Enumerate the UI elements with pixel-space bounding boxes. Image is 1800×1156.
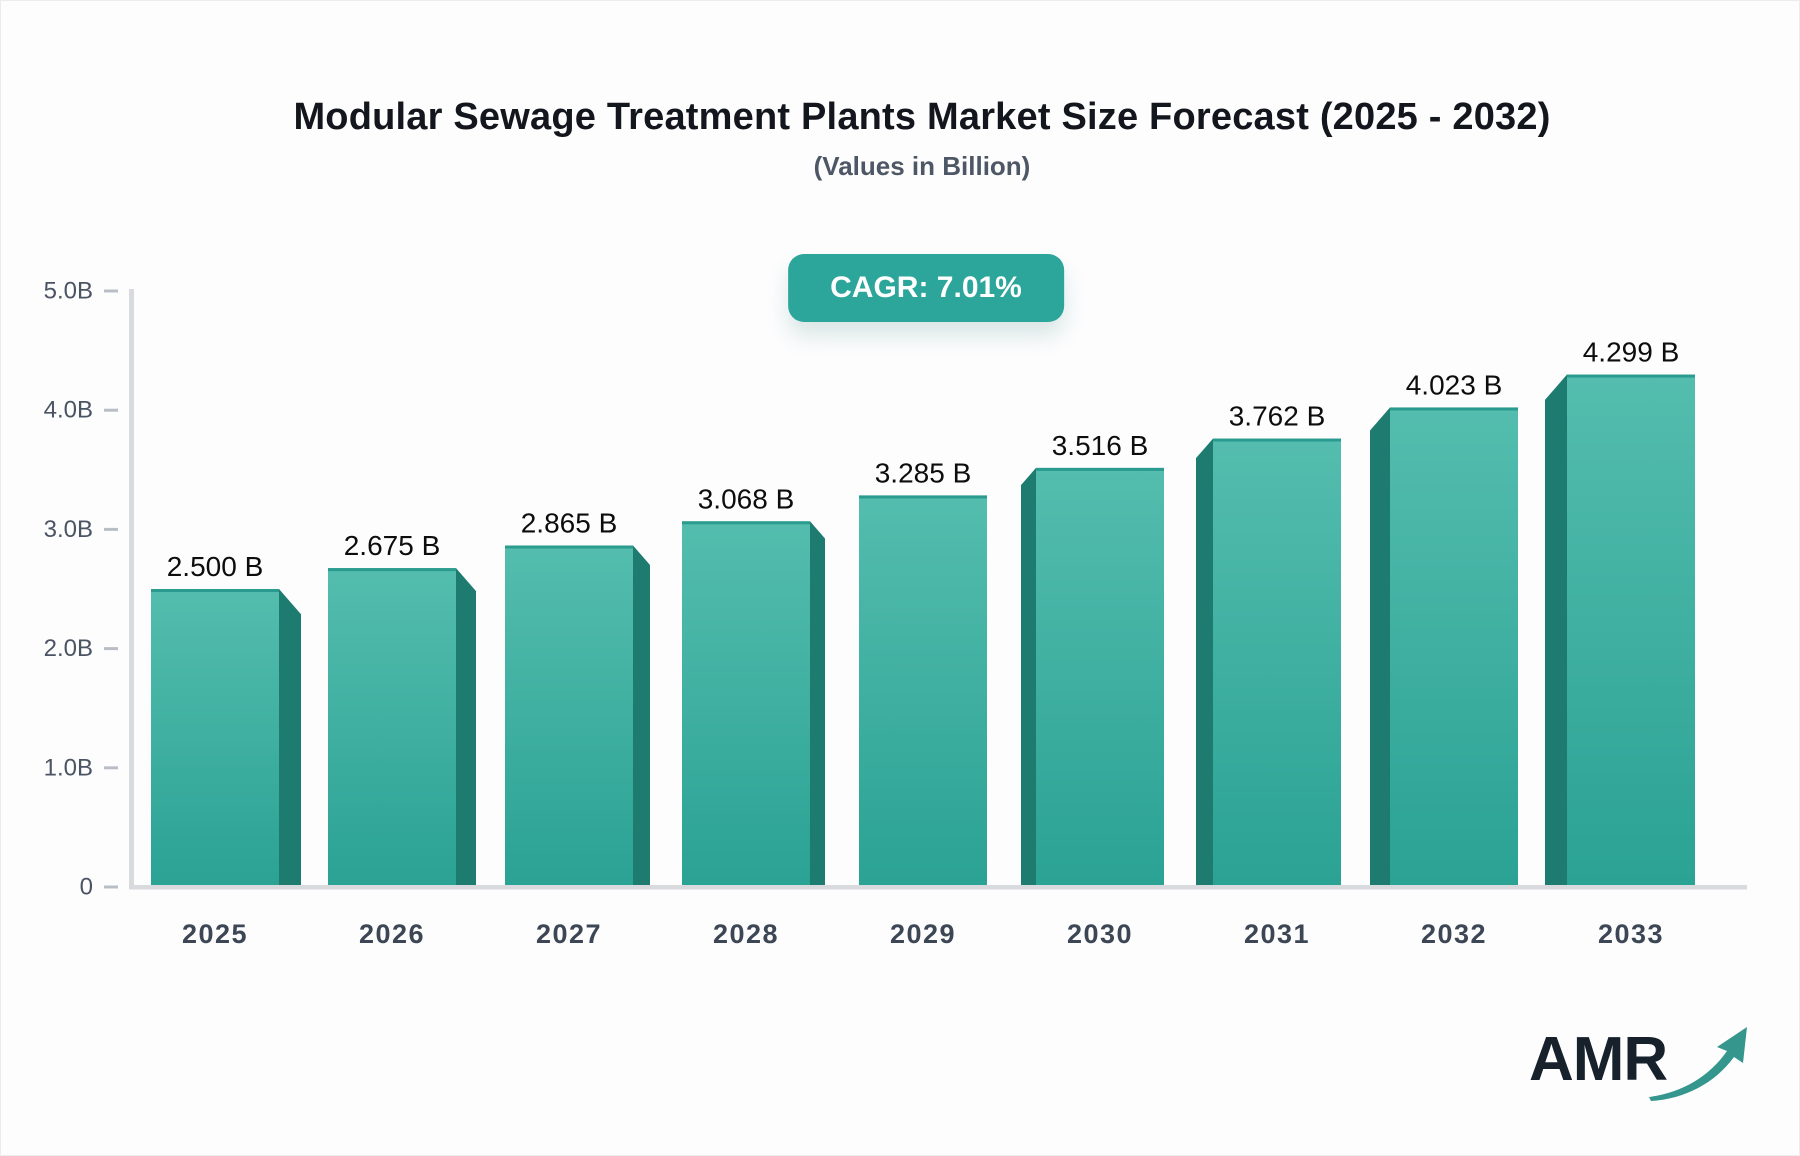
bar [1390,407,1518,887]
y-tick-label: 4.0B [44,397,93,424]
x-tick-label: 2031 [1244,919,1310,949]
bar-side [810,521,825,887]
bar-value-label: 3.068 B [698,483,795,514]
bar-side [1370,407,1390,887]
bar-value-label: 2.675 B [344,530,441,561]
chart-subtitle: (Values in Billion) [813,151,1031,181]
x-tick-label: 2032 [1421,919,1487,949]
y-axis-line [129,289,134,887]
bar-side [1196,438,1213,887]
bar-value-label: 3.516 B [1052,430,1149,461]
bar-top-edge [328,568,456,572]
y-tick-label: 1.0B [44,754,93,781]
y-tick-label: 3.0B [44,516,93,543]
y-tick-mark [104,527,118,531]
y-tick-mark [104,408,118,412]
bar-top-edge [1213,438,1341,442]
y-tick-label: 5.0B [44,278,93,305]
logo-arrow-icon [1649,1027,1747,1101]
bar [859,495,987,887]
bar-value-label: 2.500 B [167,551,264,582]
bar [505,545,633,887]
amr-logo-text: AMR [1529,1025,1668,1094]
bar-side [456,568,476,887]
bar-top-edge [1567,374,1695,378]
x-tick-label: 2029 [890,919,956,949]
bar [1036,467,1164,887]
y-tick-label: 2.0B [44,635,93,662]
x-tick-label: 2030 [1067,919,1133,949]
bar-value-label: 4.299 B [1583,337,1680,368]
bar-top-edge [859,495,987,499]
logo-arrow-path [1649,1027,1747,1101]
y-tick-mark [104,766,118,770]
bar-value-label: 4.023 B [1406,369,1503,400]
amr-logo: AMR [1529,1023,1749,1123]
bar-side [1021,467,1036,887]
bar-side [633,545,650,887]
y-tick-mark [104,289,118,293]
bar-top-edge [151,589,279,592]
bar-side [279,589,301,887]
bar [328,568,456,887]
bar-value-label: 3.285 B [875,457,972,488]
bar-top-edge [682,521,810,525]
bar-top-edge [505,545,633,549]
bar-top-edge [1036,467,1164,471]
bar-value-label: 2.865 B [521,507,618,538]
bar [1213,438,1341,887]
chart-title: Modular Sewage Treatment Plants Market S… [293,96,1551,138]
x-tick-label: 2026 [359,919,425,949]
x-tick-label: 2027 [536,919,602,949]
x-tick-label: 2025 [182,919,248,949]
x-axis-line [129,885,1747,890]
y-tick-label: 0 [80,874,93,901]
x-tick-label: 2033 [1598,919,1664,949]
cagr-badge: CAGR: 7.01% [788,254,1064,322]
bar-top-edge [1390,407,1518,411]
bar [151,589,279,887]
bar [1567,374,1695,887]
bar-value-label: 3.762 B [1229,401,1326,432]
bar [682,521,810,887]
y-tick-mark [104,647,118,651]
x-tick-label: 2028 [713,919,779,949]
bar-side [1545,374,1567,887]
y-tick-mark [104,885,118,889]
